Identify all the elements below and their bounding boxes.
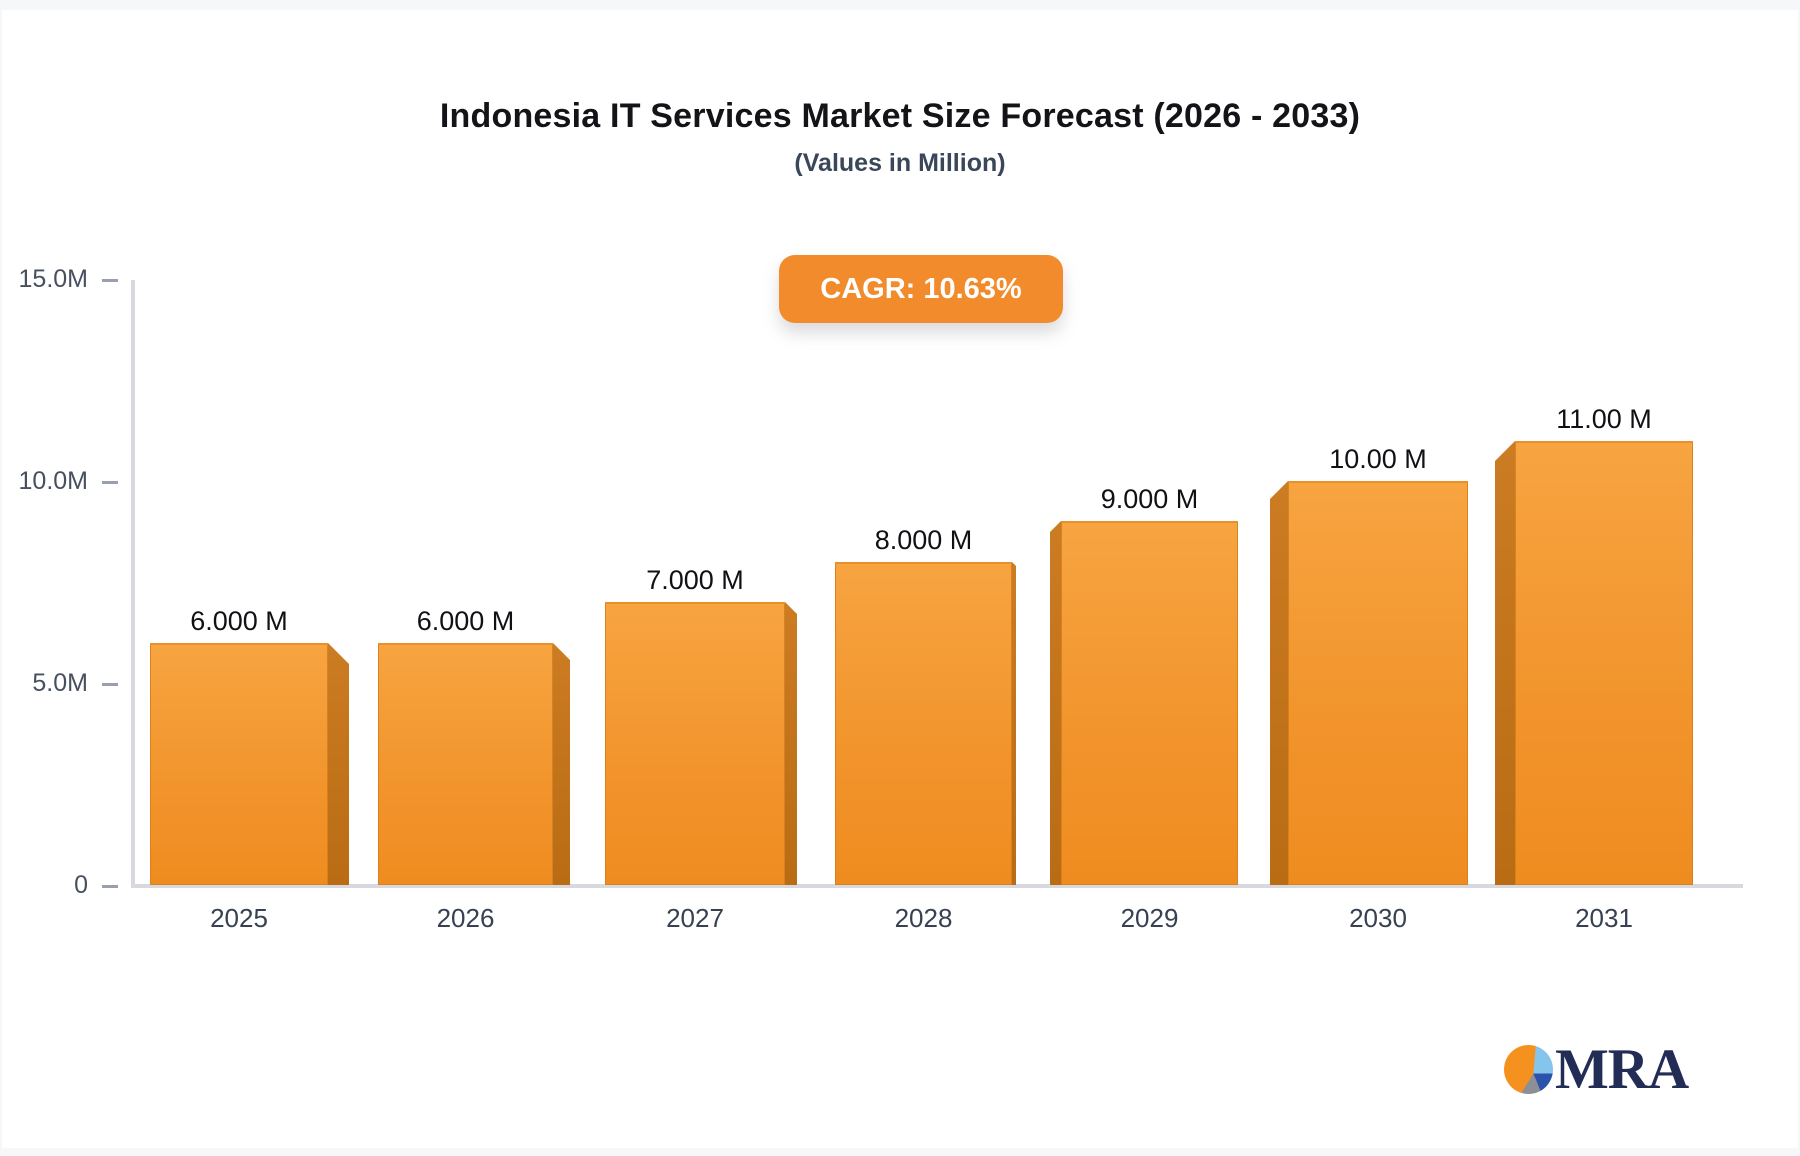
bar-value-label: 6.000 M — [190, 606, 288, 636]
logo-text: MRA — [1555, 1037, 1689, 1101]
bar-3d-side — [553, 643, 570, 885]
bar-2025 — [150, 643, 328, 885]
x-tick-label-2027: 2027 — [666, 903, 724, 933]
y-tick-mark — [102, 682, 118, 686]
x-tick-label-2025: 2025 — [210, 903, 268, 933]
bar-3d-side — [1012, 562, 1016, 885]
x-tick-label-2028: 2028 — [894, 903, 953, 933]
bar-2029 — [1061, 521, 1238, 885]
pie-chart-logo-icon — [1504, 1044, 1553, 1094]
y-tick-label: 15.0M — [18, 265, 88, 293]
chart-title: Indonesia IT Services Market Size Foreca… — [439, 97, 1361, 135]
x-axis-line — [131, 884, 1743, 888]
bar-3d-side — [1495, 441, 1515, 885]
bar-value-label: 6.000 M — [416, 606, 515, 636]
bar-value-label: 9.000 M — [1100, 484, 1199, 514]
chart-subtitle: (Values in Million) — [794, 149, 1006, 177]
bar-value-label: 11.00 M — [1556, 404, 1652, 434]
bar-2028 — [835, 562, 1012, 885]
bar-value-label: 10.00 M — [1329, 444, 1427, 474]
bar-2030 — [1288, 481, 1468, 885]
y-tick-mark — [102, 278, 118, 282]
bar-value-label: 7.000 M — [646, 565, 744, 595]
x-tick-label-2031: 2031 — [1575, 903, 1633, 933]
mra-logo: MRA — [1504, 1037, 1689, 1101]
y-axis-line — [131, 280, 135, 886]
y-tick-label: 5.0M — [32, 669, 88, 697]
bar-2031 — [1515, 441, 1693, 885]
y-tick-label: 10.0M — [18, 467, 88, 495]
bar-3d-side — [1270, 481, 1288, 885]
bar-2027 — [605, 602, 785, 885]
bar-3d-side — [328, 643, 349, 885]
x-tick-label-2029: 2029 — [1120, 903, 1179, 933]
x-tick-label-2026: 2026 — [436, 903, 495, 933]
y-tick-label: 0 — [74, 871, 88, 899]
bar-3d-side — [1050, 521, 1061, 885]
bar-2026 — [378, 643, 553, 885]
cagr-badge: CAGR: 10.63% — [779, 255, 1063, 323]
y-tick-mark — [102, 884, 118, 888]
bar-value-label: 8.000 M — [874, 525, 973, 555]
y-tick-mark — [102, 480, 118, 484]
bar-3d-side — [785, 602, 797, 885]
x-tick-label-2030: 2030 — [1349, 903, 1407, 933]
